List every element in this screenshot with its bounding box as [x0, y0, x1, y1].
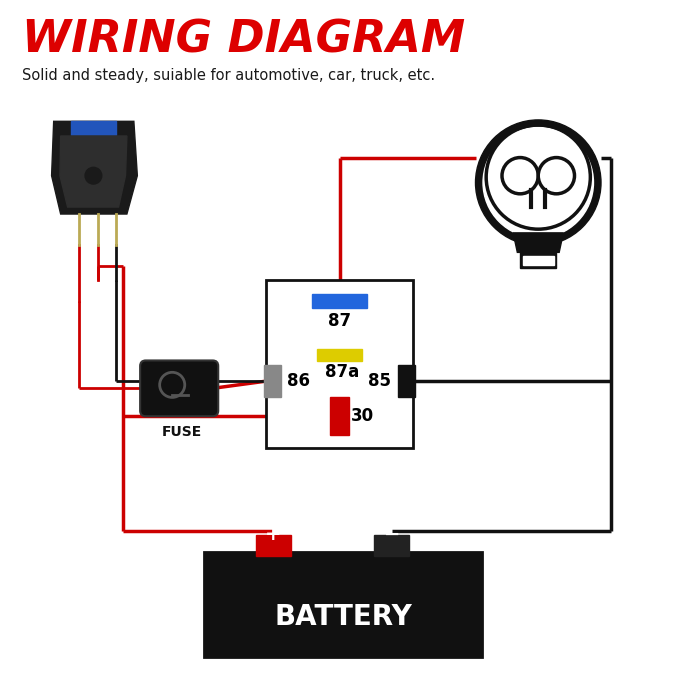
Circle shape [85, 167, 101, 184]
Bar [374, 535, 409, 556]
Bar [317, 349, 362, 361]
Text: 85: 85 [368, 372, 391, 391]
Text: 87a: 87a [326, 363, 360, 382]
Polygon shape [513, 233, 564, 253]
Bar [266, 280, 413, 447]
Bar [256, 535, 290, 556]
Bar [523, 256, 554, 265]
FancyBboxPatch shape [140, 360, 218, 416]
Circle shape [475, 120, 601, 246]
Text: WIRING DIAGRAM: WIRING DIAGRAM [22, 19, 466, 62]
Bar [204, 552, 482, 657]
Bar [520, 253, 556, 267]
Bar [264, 365, 281, 398]
Text: +: + [265, 525, 281, 545]
Bar [330, 397, 349, 435]
Polygon shape [52, 121, 137, 214]
Text: 87: 87 [328, 312, 351, 330]
Text: Solid and steady, suiable for automotive, car, truck, etc.: Solid and steady, suiable for automotive… [22, 68, 435, 83]
Polygon shape [60, 136, 127, 207]
Text: FUSE: FUSE [162, 425, 202, 439]
Text: 30: 30 [351, 407, 374, 424]
Bar [398, 365, 415, 398]
Text: 86: 86 [287, 372, 310, 391]
Bar [71, 121, 116, 135]
Text: −: − [384, 525, 400, 545]
Bar [312, 294, 368, 308]
Circle shape [483, 127, 594, 238]
Text: BATTERY: BATTERY [274, 603, 412, 631]
